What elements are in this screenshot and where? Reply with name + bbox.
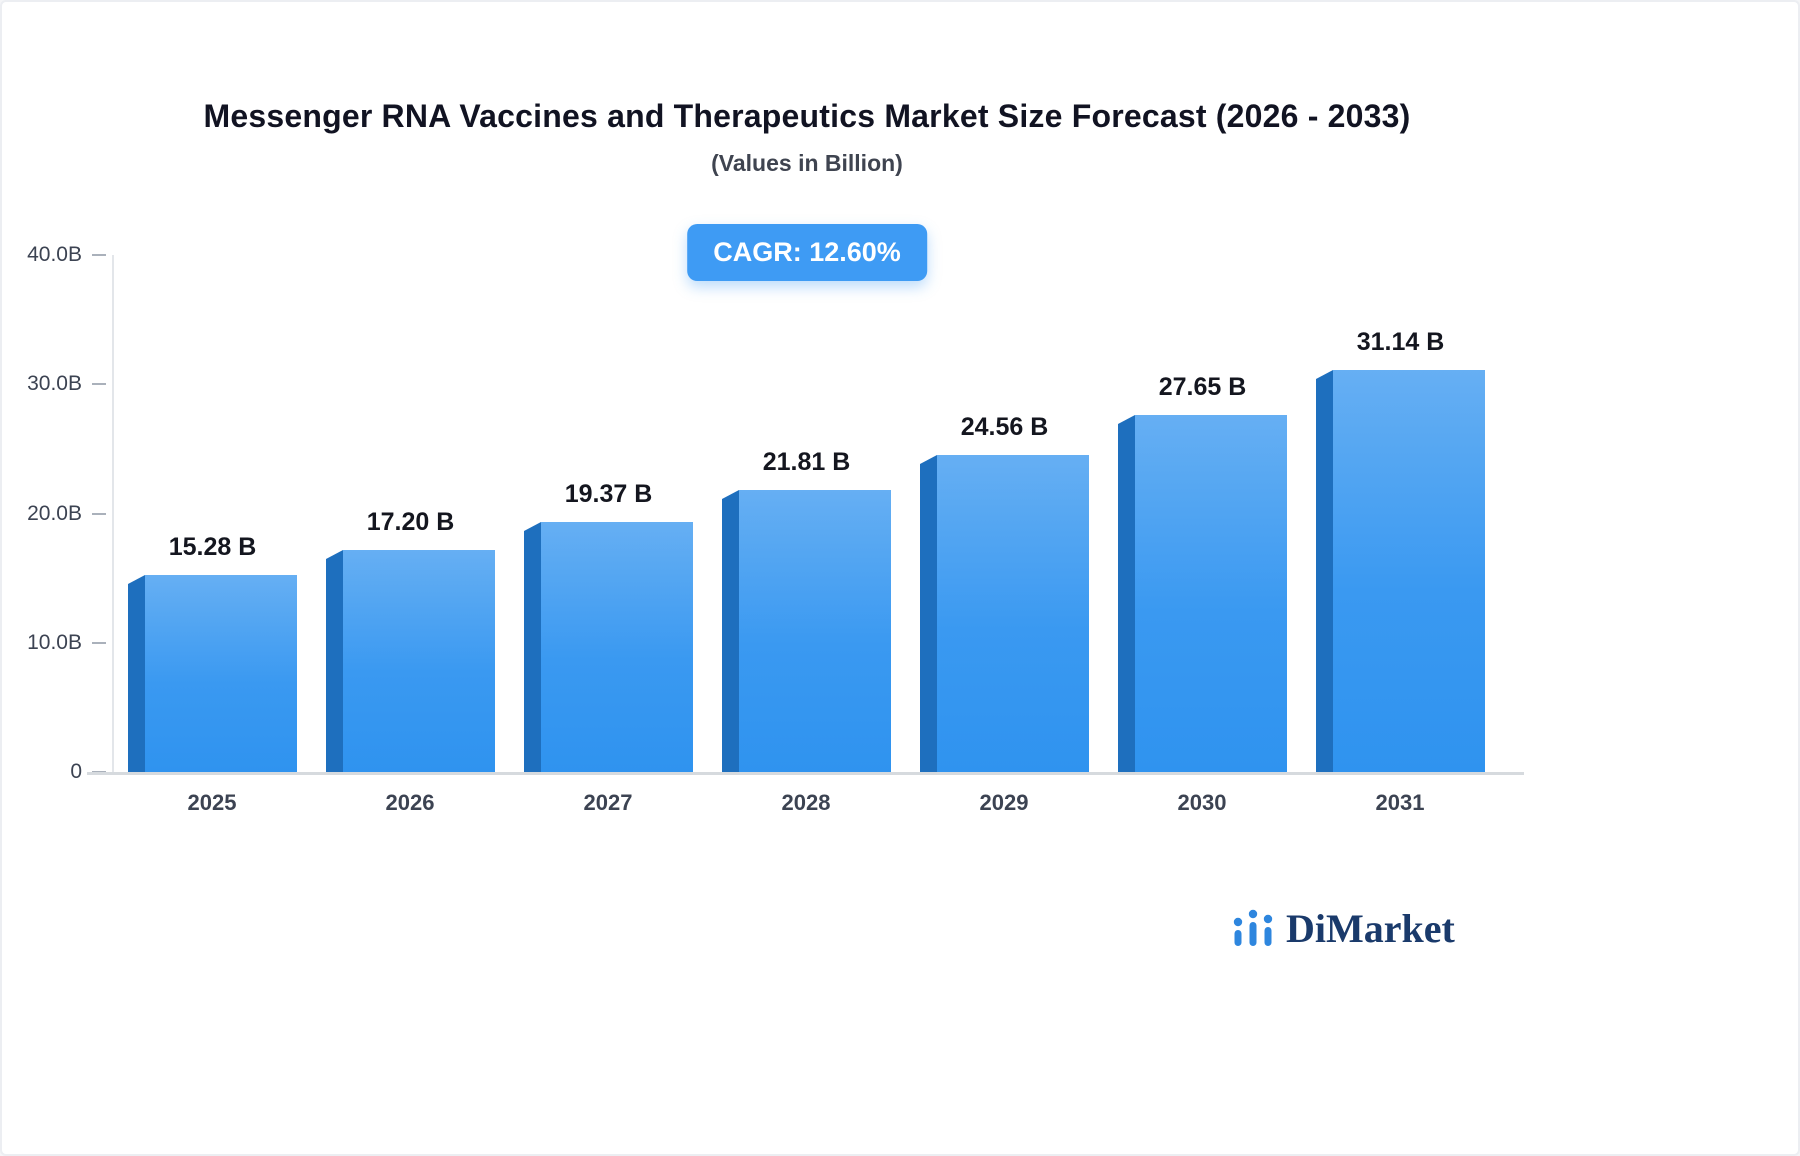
bar-3d-side bbox=[524, 522, 541, 772]
y-axis-tick-mark bbox=[92, 254, 106, 256]
y-axis-tick-label: 30.0B bbox=[27, 372, 82, 396]
y-axis-tick-mark bbox=[92, 383, 106, 386]
x-axis-category-label: 2027 bbox=[583, 790, 633, 815]
bar-3d-side bbox=[722, 490, 739, 772]
bar-value-label: 31.14 B bbox=[1356, 328, 1445, 356]
x-axis-category-label: 2031 bbox=[1375, 790, 1425, 815]
bar-value-label: 19.37 B bbox=[564, 480, 653, 508]
bar bbox=[541, 522, 693, 772]
brand-name: DiMarket bbox=[1286, 906, 1455, 951]
bar-3d-side bbox=[128, 575, 145, 772]
bar bbox=[739, 490, 891, 772]
y-axis-tick-label: 20.0B bbox=[27, 501, 82, 525]
bar-3d-side bbox=[920, 455, 937, 772]
brand-logo: DiMarket bbox=[1230, 905, 1455, 952]
bar bbox=[937, 455, 1089, 772]
bar-value-label: 21.81 B bbox=[762, 448, 851, 476]
x-axis-line bbox=[87, 772, 1524, 775]
x-axis-category-label: 2026 bbox=[385, 790, 435, 815]
bar bbox=[1135, 415, 1287, 772]
chart-title: Messenger RNA Vaccines and Therapeutics … bbox=[203, 98, 1411, 134]
y-axis-tick-label: 10.0B bbox=[27, 630, 82, 654]
x-axis-category-label: 2025 bbox=[187, 790, 237, 815]
x-axis-category-label: 2028 bbox=[781, 790, 831, 815]
x-axis-category-label: 2029 bbox=[979, 790, 1029, 815]
bar-3d-side bbox=[1118, 415, 1135, 772]
y-axis-line bbox=[112, 255, 114, 772]
bar-value-label: 27.65 B bbox=[1158, 373, 1247, 401]
y-axis-tick-label: 0 bbox=[70, 760, 82, 783]
bar bbox=[343, 550, 495, 772]
bar-3d-side bbox=[326, 550, 343, 772]
x-axis-category-label: 2030 bbox=[1177, 790, 1227, 815]
chart-subtitle: (Values in Billion) bbox=[711, 150, 903, 176]
bar-3d-side bbox=[1316, 370, 1333, 772]
bar-value-label: 24.56 B bbox=[960, 413, 1049, 441]
y-axis-tick-label: 40.0B bbox=[27, 243, 82, 266]
y-axis-tick-mark bbox=[92, 512, 106, 515]
bar bbox=[145, 575, 297, 772]
bar-value-label: 15.28 B bbox=[168, 533, 257, 561]
bar-chart-icon bbox=[1233, 909, 1273, 946]
cagr-badge: CAGR: 12.60% bbox=[687, 224, 927, 281]
bar-value-label: 17.20 B bbox=[366, 508, 455, 536]
y-axis-tick-mark bbox=[92, 641, 106, 644]
bar bbox=[1333, 370, 1485, 772]
